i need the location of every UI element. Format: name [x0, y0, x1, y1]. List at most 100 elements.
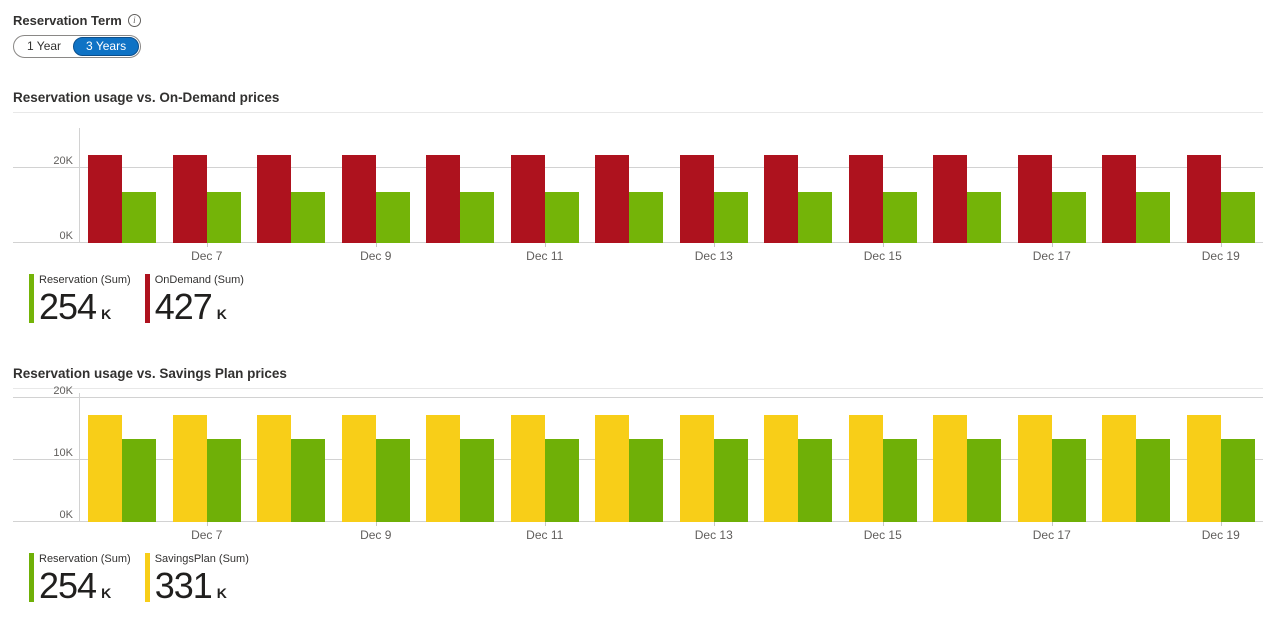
kpi-color-chip [29, 274, 34, 323]
info-icon[interactable]: i [128, 14, 141, 27]
bar-reservation[interactable] [798, 192, 832, 243]
bar-reservation[interactable] [291, 439, 325, 522]
reservation-term-control: Reservation Term i 1 Year 3 Years [13, 12, 1263, 58]
x-axis-cell: Dec 7 [165, 522, 250, 543]
bars-container [80, 393, 1263, 522]
bar-reservation[interactable] [376, 439, 410, 522]
bar-reservation[interactable] [967, 192, 1001, 243]
kpi-value: 331 [155, 567, 212, 605]
bar-savingsplan[interactable] [426, 415, 460, 522]
bar-savingsplan[interactable] [342, 415, 376, 522]
bar-ondemand[interactable] [849, 155, 883, 243]
bar-ondemand[interactable] [1102, 155, 1136, 243]
bar-ondemand[interactable] [173, 155, 207, 243]
x-axis-tick [714, 243, 715, 247]
x-axis-cell [587, 522, 672, 543]
x-axis-cell [1094, 522, 1179, 543]
x-axis-tick [545, 522, 546, 526]
bar-savingsplan[interactable] [88, 415, 122, 522]
bar-reservation[interactable] [798, 439, 832, 522]
chart-title: Reservation usage vs. Savings Plan price… [13, 366, 1263, 382]
bar-reservation[interactable] [122, 439, 156, 522]
x-axis-label: Dec 9 [360, 528, 391, 542]
bar-ondemand[interactable] [764, 155, 798, 243]
bar-group [334, 128, 419, 243]
bar-group [418, 393, 503, 522]
bar-reservation[interactable] [1136, 192, 1170, 243]
kpi-color-chip [145, 274, 150, 323]
bar-reservation[interactable] [1052, 439, 1086, 522]
toggle-option-3-years[interactable]: 3 Years [73, 37, 139, 56]
bar-savingsplan[interactable] [1102, 415, 1136, 522]
bar-savingsplan[interactable] [764, 415, 798, 522]
bar-group [672, 393, 757, 522]
x-axis-label: Dec 17 [1033, 528, 1071, 542]
bar-reservation[interactable] [714, 439, 748, 522]
bar-group [249, 128, 334, 243]
bar-reservation[interactable] [714, 192, 748, 243]
bar-ondemand[interactable] [595, 155, 629, 243]
x-axis-tick [207, 243, 208, 247]
bar-ondemand[interactable] [257, 155, 291, 243]
x-axis-label: Dec 7 [191, 528, 222, 542]
bar-savingsplan[interactable] [1187, 415, 1221, 522]
bar-reservation[interactable] [883, 439, 917, 522]
bar-reservation[interactable] [1221, 439, 1255, 522]
bars-container [80, 128, 1263, 243]
bar-reservation[interactable] [1052, 192, 1086, 243]
bar-ondemand[interactable] [511, 155, 545, 243]
bar-ondemand[interactable] [680, 155, 714, 243]
bar-savingsplan[interactable] [1018, 415, 1052, 522]
bar-reservation[interactable] [122, 192, 156, 243]
bar-ondemand[interactable] [1018, 155, 1052, 243]
bar-ondemand[interactable] [88, 155, 122, 243]
bar-ondemand[interactable] [933, 155, 967, 243]
x-axis-cell: Dec 15 [841, 243, 926, 264]
bar-group [756, 393, 841, 522]
toggle-option-1-year[interactable]: 1 Year [15, 37, 73, 56]
x-axis-cell [80, 522, 165, 543]
bar-reservation[interactable] [629, 192, 663, 243]
x-axis-tick [883, 522, 884, 526]
bar-ondemand[interactable] [1187, 155, 1221, 243]
bar-savingsplan[interactable] [173, 415, 207, 522]
bar-reservation[interactable] [1221, 192, 1255, 243]
bar-reservation[interactable] [1136, 439, 1170, 522]
bar-group [841, 393, 926, 522]
bar-reservation[interactable] [207, 192, 241, 243]
x-axis-cell: Dec 7 [165, 243, 250, 264]
bar-group [165, 393, 250, 522]
bar-reservation[interactable] [629, 439, 663, 522]
page-content: Reservation Term i 1 Year 3 Years Reserv… [13, 12, 1263, 605]
bar-savingsplan[interactable] [595, 415, 629, 522]
bar-savingsplan[interactable] [933, 415, 967, 522]
kpi-value: 254 [39, 288, 96, 326]
bar-savingsplan[interactable] [257, 415, 291, 522]
bar-reservation[interactable] [967, 439, 1001, 522]
bar-reservation[interactable] [291, 192, 325, 243]
bar-reservation[interactable] [545, 439, 579, 522]
bar-reservation[interactable] [460, 192, 494, 243]
bar-savingsplan[interactable] [511, 415, 545, 522]
x-axis-cell [249, 243, 334, 264]
bar-savingsplan[interactable] [680, 415, 714, 522]
bar-reservation[interactable] [376, 192, 410, 243]
kpi-value: 427 [155, 288, 212, 326]
bar-reservation[interactable] [883, 192, 917, 243]
x-axis-cell [587, 243, 672, 264]
bar-reservation[interactable] [207, 439, 241, 522]
bar-group [418, 128, 503, 243]
bar-reservation[interactable] [460, 439, 494, 522]
bar-ondemand[interactable] [342, 155, 376, 243]
bar-savingsplan[interactable] [849, 415, 883, 522]
x-axis-tick [1221, 243, 1222, 247]
bar-reservation[interactable] [545, 192, 579, 243]
bar-ondemand[interactable] [426, 155, 460, 243]
